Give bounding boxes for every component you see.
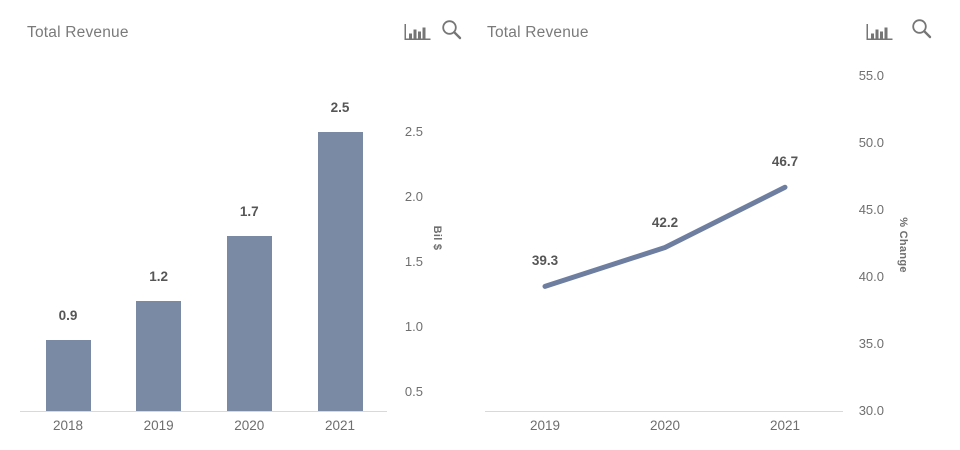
bar-value-label: 1.7 bbox=[239, 204, 259, 220]
x-axis-line bbox=[485, 411, 843, 412]
search-icon[interactable] bbox=[441, 19, 463, 41]
y-tick-label: 55.0 bbox=[858, 68, 884, 83]
point-value-label: 46.7 bbox=[771, 154, 799, 170]
bar-value-label: 0.9 bbox=[58, 307, 78, 323]
chart-title: Total Revenue bbox=[27, 24, 129, 41]
y-tick-label: 1.0 bbox=[404, 318, 423, 334]
y-tick-label: 50.0 bbox=[858, 135, 884, 150]
bar-chart-icon[interactable] bbox=[866, 23, 894, 41]
bar-2019[interactable] bbox=[136, 300, 182, 411]
y-tick-label: 1.5 bbox=[404, 254, 423, 270]
y-tick-label: 45.0 bbox=[858, 202, 884, 217]
x-tick-label: 2020 bbox=[234, 418, 265, 433]
point-value-label: 42.2 bbox=[651, 214, 679, 230]
bar-2020[interactable] bbox=[226, 236, 272, 411]
x-tick-label: 2021 bbox=[769, 418, 801, 433]
bar-chart-icon[interactable] bbox=[404, 23, 432, 41]
y-tick-label: 2.5 bbox=[404, 124, 423, 140]
x-axis-line bbox=[20, 411, 387, 412]
y-tick-label: 30.0 bbox=[858, 403, 884, 418]
bar-value-label: 1.2 bbox=[149, 268, 169, 284]
x-tick-label: 2019 bbox=[143, 418, 174, 433]
bar-value-label: 2.5 bbox=[330, 100, 350, 116]
x-tick-label: 2018 bbox=[52, 418, 84, 433]
y-tick-label: 35.0 bbox=[858, 336, 884, 351]
chart-title: Total Revenue bbox=[487, 24, 589, 41]
search-icon[interactable] bbox=[911, 18, 933, 40]
point-value-label: 39.3 bbox=[531, 253, 559, 269]
bar-2021[interactable] bbox=[317, 132, 363, 411]
y-tick-label: 2.0 bbox=[404, 189, 423, 205]
bar-2018[interactable] bbox=[45, 339, 91, 411]
x-tick-label: 2020 bbox=[649, 418, 681, 433]
x-tick-label: 2019 bbox=[529, 418, 561, 433]
y-tick-label: 40.0 bbox=[858, 269, 884, 284]
x-tick-label: 2021 bbox=[324, 418, 356, 433]
y-tick-label: 0.5 bbox=[404, 383, 423, 399]
